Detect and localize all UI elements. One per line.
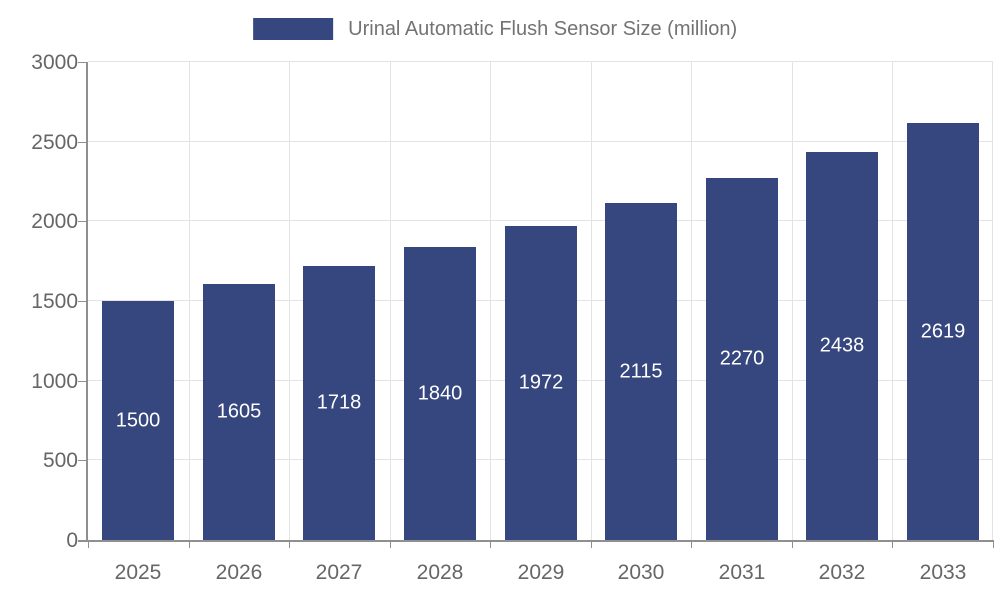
y-tick-label: 3000 <box>31 51 78 74</box>
v-gridline <box>792 62 793 540</box>
v-gridline <box>490 62 491 540</box>
v-gridline <box>892 62 893 540</box>
x-tick <box>591 540 592 548</box>
bar-value-label: 2438 <box>819 334 865 357</box>
x-tick <box>289 540 290 548</box>
v-gridline <box>189 62 190 540</box>
x-tick-label: 2027 <box>315 561 363 584</box>
plot-area: 1500 1605 1718 1840 1972 2115 2270 2438 2619 <box>78 61 993 542</box>
v-gridline <box>390 62 391 540</box>
x-tick-label: 2026 <box>215 561 263 584</box>
bar-value-label: 1840 <box>417 382 463 404</box>
bar-2025[interactable]: 1500 <box>102 301 174 540</box>
x-tick-label: 2029 <box>517 561 565 584</box>
bar-2033[interactable]: 2619 <box>907 123 979 540</box>
y-tick-label: 500 <box>42 449 78 472</box>
legend-swatch <box>253 18 334 40</box>
y-tick <box>78 381 86 382</box>
x-tick <box>993 540 994 548</box>
h-gridline <box>88 61 993 62</box>
y-tick <box>78 540 86 541</box>
v-gridline <box>289 62 290 540</box>
y-tick-label: 2000 <box>31 210 78 233</box>
bar-2030[interactable]: 2115 <box>605 203 677 540</box>
y-tick <box>78 460 86 461</box>
x-axis-line <box>78 540 993 542</box>
h-gridline <box>88 220 993 222</box>
bar-value-label: 1605 <box>216 400 262 423</box>
x-tick-label: 2025 <box>114 561 162 584</box>
bar-value-label: 1500 <box>115 409 161 431</box>
bar-2026[interactable]: 1605 <box>203 284 275 540</box>
bar-value-label: 1972 <box>518 371 564 394</box>
x-tick <box>792 540 793 548</box>
v-gridline <box>591 62 592 540</box>
chart-legend[interactable]: Urinal Automatic Flush Sensor Size (mill… <box>253 18 737 40</box>
bar-value-label: 2270 <box>719 347 765 370</box>
y-tick <box>78 221 86 222</box>
y-tick-label: 2500 <box>31 131 78 154</box>
bar-2031[interactable]: 2270 <box>706 178 778 540</box>
v-gridline <box>992 62 993 540</box>
h-gridline <box>88 140 993 142</box>
x-tick <box>892 540 893 548</box>
y-tick-label: 0 <box>66 529 78 552</box>
y-tick <box>78 62 86 63</box>
x-tick-label: 2028 <box>416 561 464 584</box>
y-axis-line <box>86 62 88 540</box>
bar-value-label: 2619 <box>920 320 966 342</box>
y-tick <box>78 142 86 143</box>
x-tick <box>390 540 391 548</box>
legend-label: Urinal Automatic Flush Sensor Size (mill… <box>348 18 738 40</box>
bar-2027[interactable]: 1718 <box>303 266 375 540</box>
y-tick-label: 1500 <box>31 290 78 313</box>
bar-2029[interactable]: 1972 <box>505 226 577 540</box>
x-tick-label: 2032 <box>818 561 866 584</box>
x-tick-label: 2033 <box>919 561 967 584</box>
x-tick-label: 2031 <box>718 561 766 584</box>
x-tick <box>189 540 190 548</box>
x-tick <box>490 540 491 548</box>
bar-value-label: 1718 <box>316 391 362 414</box>
bar-2032[interactable]: 2438 <box>806 152 878 540</box>
bar-2028[interactable]: 1840 <box>404 247 476 540</box>
y-tick <box>78 301 86 302</box>
bar-value-label: 2115 <box>619 360 663 382</box>
x-tick-label: 2030 <box>617 561 665 584</box>
x-tick <box>88 540 89 548</box>
y-tick-label: 1000 <box>31 370 78 393</box>
v-gridline <box>691 62 692 540</box>
x-tick <box>691 540 692 548</box>
